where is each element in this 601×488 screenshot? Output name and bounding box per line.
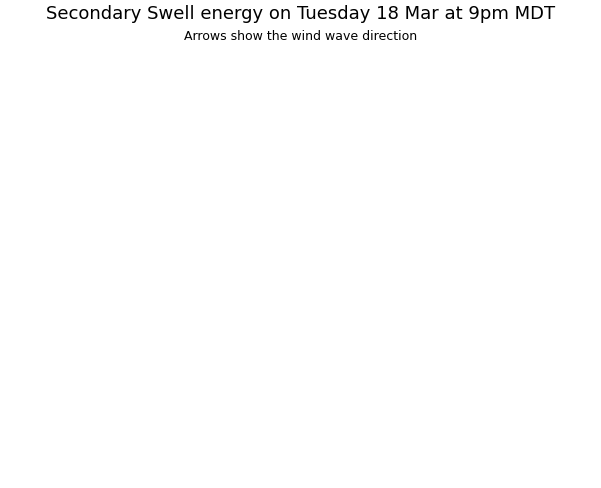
Text: Secondary Swell energy on Tuesday 18 Mar at 9pm MDT: Secondary Swell energy on Tuesday 18 Mar… xyxy=(46,5,555,23)
Text: Arrows show the wind wave direction: Arrows show the wind wave direction xyxy=(184,30,417,42)
